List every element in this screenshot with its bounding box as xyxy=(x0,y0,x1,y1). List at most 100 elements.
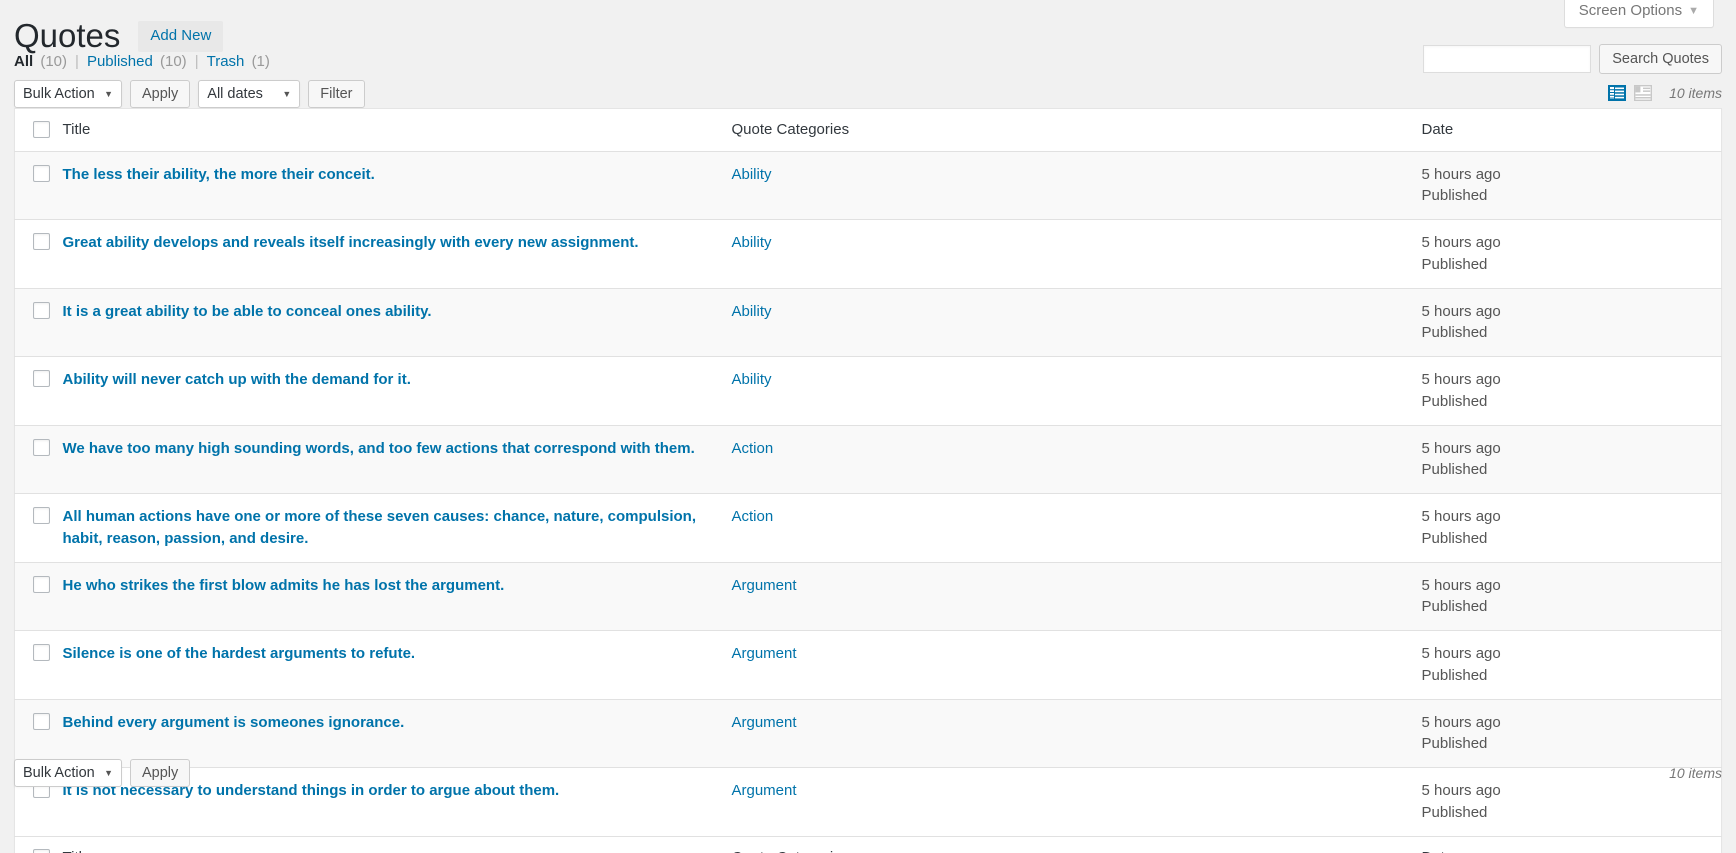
row-title-link[interactable]: We have too many high sounding words, an… xyxy=(62,439,695,457)
row-category-link[interactable]: Ability xyxy=(731,234,772,251)
row-category-link[interactable]: Action xyxy=(731,439,774,457)
table-row: Behind every argument is someones ignora… xyxy=(14,698,1722,768)
view-published-link[interactable]: Published xyxy=(86,53,153,70)
row-date-status: Published xyxy=(1421,666,1488,684)
row-date-status: Published xyxy=(1421,461,1488,479)
row-title-link[interactable]: It is a great ability to be able to conc… xyxy=(62,302,432,320)
view-published-count: (10) xyxy=(160,53,187,70)
bulk-actions-select-top[interactable]: Bulk Actions xyxy=(14,80,122,108)
view-separator-2: | xyxy=(194,53,199,70)
view-trash: Trash (1) xyxy=(207,53,270,70)
row-title-cell: Great ability develops and reveals itsel… xyxy=(62,219,732,288)
displaying-num-top: 10 items xyxy=(1669,85,1722,101)
row-select-cell xyxy=(14,424,63,494)
row-title-link[interactable]: Silence is one of the hardest arguments … xyxy=(62,645,416,662)
row-date-status: Published xyxy=(1421,255,1488,273)
row-date-status: Published xyxy=(1421,529,1488,547)
row-checkbox[interactable] xyxy=(33,164,50,182)
row-title-cell: We have too many high sounding words, an… xyxy=(62,424,732,494)
row-title-link[interactable]: The less their ability, the more their c… xyxy=(62,165,375,183)
row-date-relative: 5 hours ago xyxy=(1421,371,1501,388)
column-header-categories: Quote Categories xyxy=(731,108,1422,152)
apply-button-bottom[interactable]: Apply xyxy=(130,759,191,787)
row-checkbox[interactable] xyxy=(33,370,50,387)
displaying-num-bottom: 10 items xyxy=(1669,765,1722,781)
row-title-link[interactable]: He who strikes the first blow admits he … xyxy=(62,576,505,594)
row-date-relative: 5 hours ago xyxy=(1421,713,1501,731)
column-header-title[interactable]: Title xyxy=(62,108,732,152)
select-all-checkbox-bottom[interactable] xyxy=(33,848,50,853)
row-title-link[interactable]: Ability will never catch up with the dem… xyxy=(62,371,411,388)
row-category-link[interactable]: Action xyxy=(731,508,774,525)
row-checkbox[interactable] xyxy=(33,712,50,730)
table-row: We have too many high sounding words, an… xyxy=(14,424,1722,494)
row-category-link[interactable]: Argument xyxy=(731,576,797,594)
view-all-count: (10) xyxy=(40,53,68,70)
view-all-link[interactable]: All xyxy=(14,53,34,70)
table-row: Silence is one of the hardest arguments … xyxy=(14,630,1722,699)
select-all-checkbox-top[interactable] xyxy=(33,121,50,138)
row-categories-cell: Argument xyxy=(731,561,1422,631)
row-date-status: Published xyxy=(1421,598,1488,616)
row-categories-cell: Ability xyxy=(731,219,1422,288)
row-category-link[interactable]: Argument xyxy=(731,782,797,799)
row-category-link[interactable]: Ability xyxy=(731,165,772,183)
row-date-relative: 5 hours ago xyxy=(1421,234,1501,251)
row-select-cell xyxy=(14,219,63,288)
row-date-relative: 5 hours ago xyxy=(1421,508,1501,525)
tablenav-top: Bulk Actions ▼ Apply All dates ▼ Filter xyxy=(14,80,1722,112)
view-trash-count: (1) xyxy=(251,53,270,70)
row-title-link[interactable]: Behind every argument is someones ignora… xyxy=(62,713,405,731)
select-all-footer xyxy=(14,835,63,853)
row-title-cell: The less their ability, the more their c… xyxy=(63,151,732,220)
apply-button-top[interactable]: Apply xyxy=(130,80,191,108)
row-category-link[interactable]: Argument xyxy=(731,713,797,731)
row-checkbox[interactable] xyxy=(33,438,50,456)
row-checkbox[interactable] xyxy=(33,301,50,319)
search-submit-button[interactable]: Search Quotes xyxy=(1599,44,1722,74)
list-view-icon[interactable] xyxy=(1607,83,1627,103)
add-new-button[interactable]: Add New xyxy=(138,21,224,53)
page-title: Quotes xyxy=(14,17,121,54)
chevron-down-icon: ▼ xyxy=(1688,5,1699,17)
row-title-cell: All human actions have one or more of th… xyxy=(62,493,732,562)
table-row: He who strikes the first blow admits he … xyxy=(14,561,1722,631)
select-all-header xyxy=(14,108,63,152)
row-checkbox[interactable] xyxy=(33,575,50,593)
dates-select-wrap: All dates ▼ xyxy=(198,80,301,108)
row-date-status: Published xyxy=(1421,187,1488,205)
row-date-status: Published xyxy=(1421,803,1488,821)
column-header-date[interactable]: Date xyxy=(1421,108,1722,152)
table-row: Great ability develops and reveals itsel… xyxy=(14,219,1722,288)
search-input[interactable] xyxy=(1423,45,1592,73)
excerpt-view-icon[interactable] xyxy=(1633,83,1653,103)
column-footer-title[interactable]: Title xyxy=(62,835,732,853)
screen-options-button[interactable]: Screen Options ▼ xyxy=(1563,0,1714,28)
table-foot: Title Quote Categories Date xyxy=(14,835,1722,853)
filter-button[interactable]: Filter xyxy=(308,80,365,108)
row-checkbox[interactable] xyxy=(33,233,50,250)
column-footer-categories: Quote Categories xyxy=(731,835,1422,853)
row-date-relative: 5 hours ago xyxy=(1421,302,1501,320)
row-title-link[interactable]: All human actions have one or more of th… xyxy=(62,508,697,547)
row-categories-cell: Argument xyxy=(731,698,1422,768)
view-trash-link[interactable]: Trash xyxy=(206,53,245,70)
status-filter-links: All (10) | Published (10) | Trash (1) xyxy=(14,53,270,70)
row-checkbox[interactable] xyxy=(33,507,50,524)
column-footer-date[interactable]: Date xyxy=(1421,835,1722,853)
row-select-cell xyxy=(14,493,63,562)
row-category-link[interactable]: Ability xyxy=(731,302,772,320)
date-filter-select[interactable]: All dates xyxy=(198,80,301,108)
view-separator-1: | xyxy=(75,53,79,70)
table-row: Ability will never catch up with the dem… xyxy=(14,356,1722,425)
row-title-link[interactable]: Great ability develops and reveals itsel… xyxy=(62,234,639,251)
row-checkbox[interactable] xyxy=(33,644,50,661)
bulk-actions-select-wrap: Bulk Actions ▼ xyxy=(14,80,122,108)
row-date-relative: 5 hours ago xyxy=(1421,782,1501,799)
row-category-link[interactable]: Ability xyxy=(731,371,772,388)
row-date-status: Published xyxy=(1421,735,1488,753)
bulk-actions-select-bottom[interactable]: Bulk Actions xyxy=(14,759,122,787)
row-category-link[interactable]: Argument xyxy=(731,645,797,662)
view-published: Published (10) xyxy=(87,53,187,70)
